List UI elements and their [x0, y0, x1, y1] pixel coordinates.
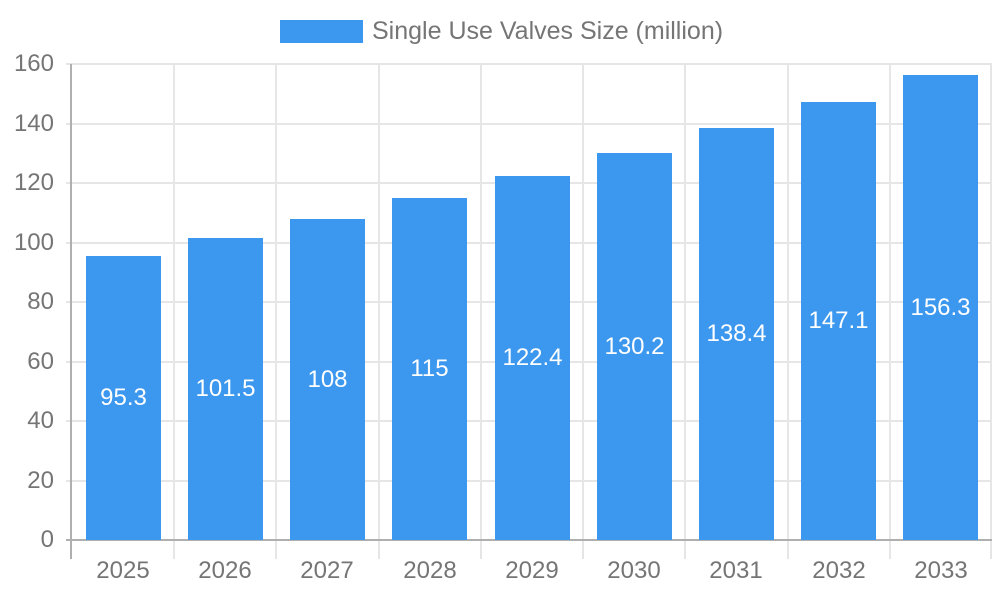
x-axis-tick-label: 2027 — [300, 557, 354, 584]
bar[interactable]: 95.3 — [86, 256, 161, 540]
bar[interactable]: 122.4 — [495, 176, 570, 540]
y-axis-tick-label: 40 — [27, 407, 54, 434]
bar[interactable]: 108 — [290, 219, 365, 540]
x-axis-line — [66, 539, 992, 541]
x-axis-tick-label: 2029 — [505, 557, 559, 584]
bar[interactable]: 147.1 — [801, 102, 876, 540]
bar-value-label: 115 — [410, 355, 449, 382]
gridline — [480, 64, 482, 559]
plot-right-border — [990, 64, 992, 559]
gridline — [66, 63, 992, 65]
x-axis-tick-label: 2030 — [607, 557, 661, 584]
y-axis-tick-label: 120 — [13, 169, 54, 196]
bar[interactable]: 115 — [392, 198, 467, 540]
bar-value-label: 147.1 — [808, 307, 869, 334]
gridline — [889, 64, 891, 559]
legend: Single Use Valves Size (million) — [280, 17, 723, 45]
bar-value-label: 122.4 — [502, 344, 563, 371]
y-axis-tick-label: 20 — [27, 467, 54, 494]
y-axis-tick-label: 80 — [27, 288, 54, 315]
bar-value-label: 130.2 — [604, 333, 665, 360]
bar[interactable]: 156.3 — [903, 75, 978, 540]
bar[interactable]: 138.4 — [699, 128, 774, 540]
x-axis-tick-label: 2026 — [198, 557, 252, 584]
x-axis-tick-label: 2031 — [709, 557, 763, 584]
y-axis-line — [70, 64, 72, 559]
bar-value-label: 95.3 — [100, 384, 147, 411]
gridline — [66, 123, 992, 125]
bar-value-label: 138.4 — [706, 320, 767, 347]
y-axis-tick-label: 0 — [40, 526, 54, 553]
bar-value-label: 156.3 — [910, 294, 971, 321]
y-axis-tick-label: 140 — [13, 110, 54, 137]
gridline — [787, 64, 789, 559]
bar-value-label: 108 — [307, 366, 348, 393]
bar[interactable]: 101.5 — [188, 238, 263, 540]
y-axis-tick-label: 100 — [13, 229, 54, 256]
gridline — [582, 64, 584, 559]
gridline — [275, 64, 277, 559]
y-axis-tick-label: 160 — [13, 50, 54, 77]
gridline — [684, 64, 686, 559]
x-axis-tick-label: 2032 — [812, 557, 866, 584]
y-axis-tick-label: 60 — [27, 348, 54, 375]
x-axis-tick-label: 2033 — [914, 557, 968, 584]
bar[interactable]: 130.2 — [597, 153, 672, 540]
x-axis-tick-label: 2025 — [96, 557, 150, 584]
bar-value-label: 101.5 — [195, 375, 256, 402]
gridline — [378, 64, 380, 559]
gridline — [173, 64, 175, 559]
x-axis-tick-label: 2028 — [403, 557, 457, 584]
legend-label: Single Use Valves Size (million) — [372, 17, 724, 45]
legend-swatch[interactable] — [280, 19, 363, 43]
